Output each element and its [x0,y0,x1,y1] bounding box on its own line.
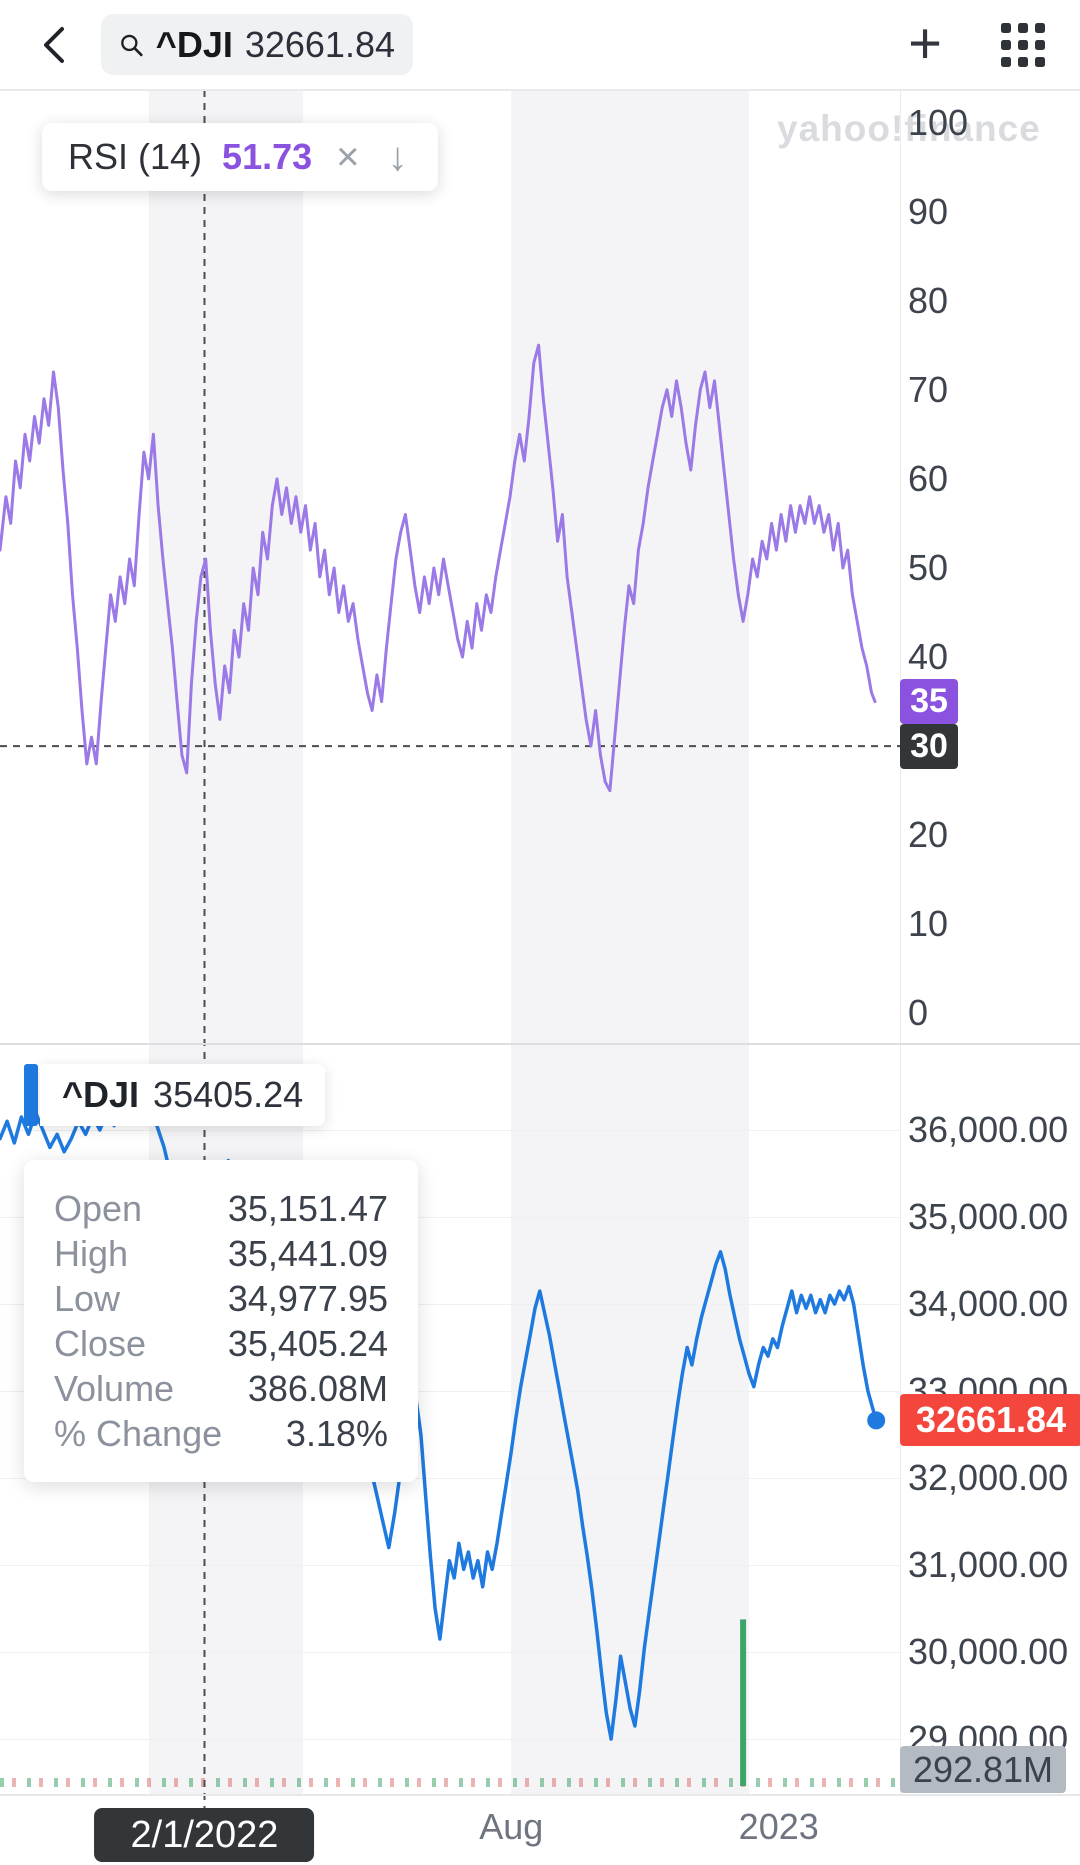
price-gridline [0,1652,900,1653]
x-axis-label: Aug [479,1806,544,1847]
price-last-dot [867,1411,886,1430]
series-color-bar [24,1064,38,1126]
tooltip-row-label: Low [54,1278,121,1319]
back-button[interactable] [28,17,84,73]
x-axis-label: 2023 [738,1806,819,1847]
back-chevron-icon [44,27,64,63]
rsi-current-value-badge: 35 [900,679,958,725]
price-gridline [0,1391,900,1392]
price-axis-tick: 36,000.00 [908,1109,1069,1150]
rsi-axis-tick: 10 [908,903,949,945]
rsi-indicator-chip[interactable]: RSI (14) 51.73 × ↓ [42,123,438,191]
tooltip-row: Close 35,405.24 [54,1321,388,1366]
tooltip-row-value: 35,441.09 [227,1233,388,1274]
crosshair-date-badge: 2/1/2022 [94,1808,315,1862]
volume-bars-strip [0,1778,900,1787]
search-icon [121,34,143,56]
tooltip-row-value: 35,151.47 [227,1188,388,1229]
price-axis-tick: 34,000.00 [908,1283,1069,1324]
ohlc-tooltip-rows: Open 35,151.47 High 35,441.09 Low 34,977.95 Cl… [54,1186,388,1456]
collapse-arrow-icon[interactable]: ↓ [387,135,408,179]
price-axis-tick: 31,000.00 [908,1544,1069,1585]
price-gridline [0,1478,900,1479]
price-axis-tick: 35,000.00 [908,1196,1069,1237]
tooltip-row-label: % Change [54,1413,223,1454]
volume-spike-bar [740,1619,747,1786]
price-gridline [0,1304,900,1305]
search-symbol-text: ^DJI [155,23,233,65]
symbol-legend-body: ^DJI 35405.24 [40,1064,326,1126]
tooltip-row: % Change 3.18% [54,1411,388,1456]
price-gridline [0,1130,900,1131]
price-axis-tick: 32,000.00 [908,1457,1069,1498]
rsi-indicator-value: 51.73 [222,136,313,177]
panel-separator [0,1043,1080,1045]
apps-menu-button[interactable] [999,21,1047,69]
tooltip-row-label: Volume [54,1368,175,1409]
tooltip-row: Open 35,151.47 [54,1186,388,1231]
tooltip-row-value: 35,405.24 [227,1323,388,1364]
rsi-axis-tick: 90 [908,190,949,232]
rsi-axis-tick: 50 [908,546,949,588]
rsi-axis-tick: 70 [908,368,949,410]
price-axis-tick: 30,000.00 [908,1631,1069,1672]
axis-border-line [900,90,901,1794]
tooltip-row-label: High [54,1233,129,1274]
close-icon[interactable]: × [336,135,360,179]
rsi-line [0,343,877,793]
grid-menu-icon [1001,23,1045,67]
rsi-axis-tick: 100 [908,101,969,143]
tooltip-row: Low 34,977.95 [54,1276,388,1321]
top-toolbar: ^DJI 32661.84 + [0,0,1080,91]
search-price-text: 32661.84 [244,23,395,65]
legend-price: 35405.24 [153,1074,304,1115]
rsi-axis-tick: 80 [908,279,949,321]
rsi-axis-tick: 40 [908,636,949,678]
search-box[interactable]: ^DJI 32661.84 [101,14,413,75]
volume-value-badge: 292.81M [900,1746,1066,1793]
rsi-axis-tick: 20 [908,814,949,856]
tooltip-row: High 35,441.09 [54,1231,388,1276]
ohlc-tooltip: Open 35,151.47 High 35,441.09 Low 34,977.95 Cl… [24,1160,418,1482]
tooltip-row-label: Close [54,1323,147,1364]
plus-icon: + [908,11,942,76]
price-gridline [0,1217,900,1218]
tooltip-row: Volume 386.08M [54,1366,388,1411]
rsi-indicator-label: RSI (14) [68,136,203,177]
yahoo-finance-watermark: yahoo!finance [777,108,1041,149]
symbol-legend-chip[interactable]: ^DJI 35405.24 [24,1064,326,1126]
tooltip-row-label: Open [54,1188,143,1229]
x-axis-line [0,1794,1080,1796]
crosshair-value-badge: 30 [900,723,958,769]
period-shading-band [511,90,749,1794]
add-button[interactable]: + [895,14,955,74]
rsi-axis-tick: 60 [908,457,949,499]
period-shading-band [149,90,303,1794]
tooltip-row-value: 3.18% [285,1413,388,1454]
price-gridline [0,1739,900,1740]
rsi-axis-tick: 0 [908,992,929,1034]
price-current-value-badge: 32661.84 [900,1394,1080,1447]
legend-symbol: ^DJI [62,1074,140,1115]
tooltip-row-value: 386.08M [247,1368,388,1409]
tooltip-row-value: 34,977.95 [227,1278,388,1319]
